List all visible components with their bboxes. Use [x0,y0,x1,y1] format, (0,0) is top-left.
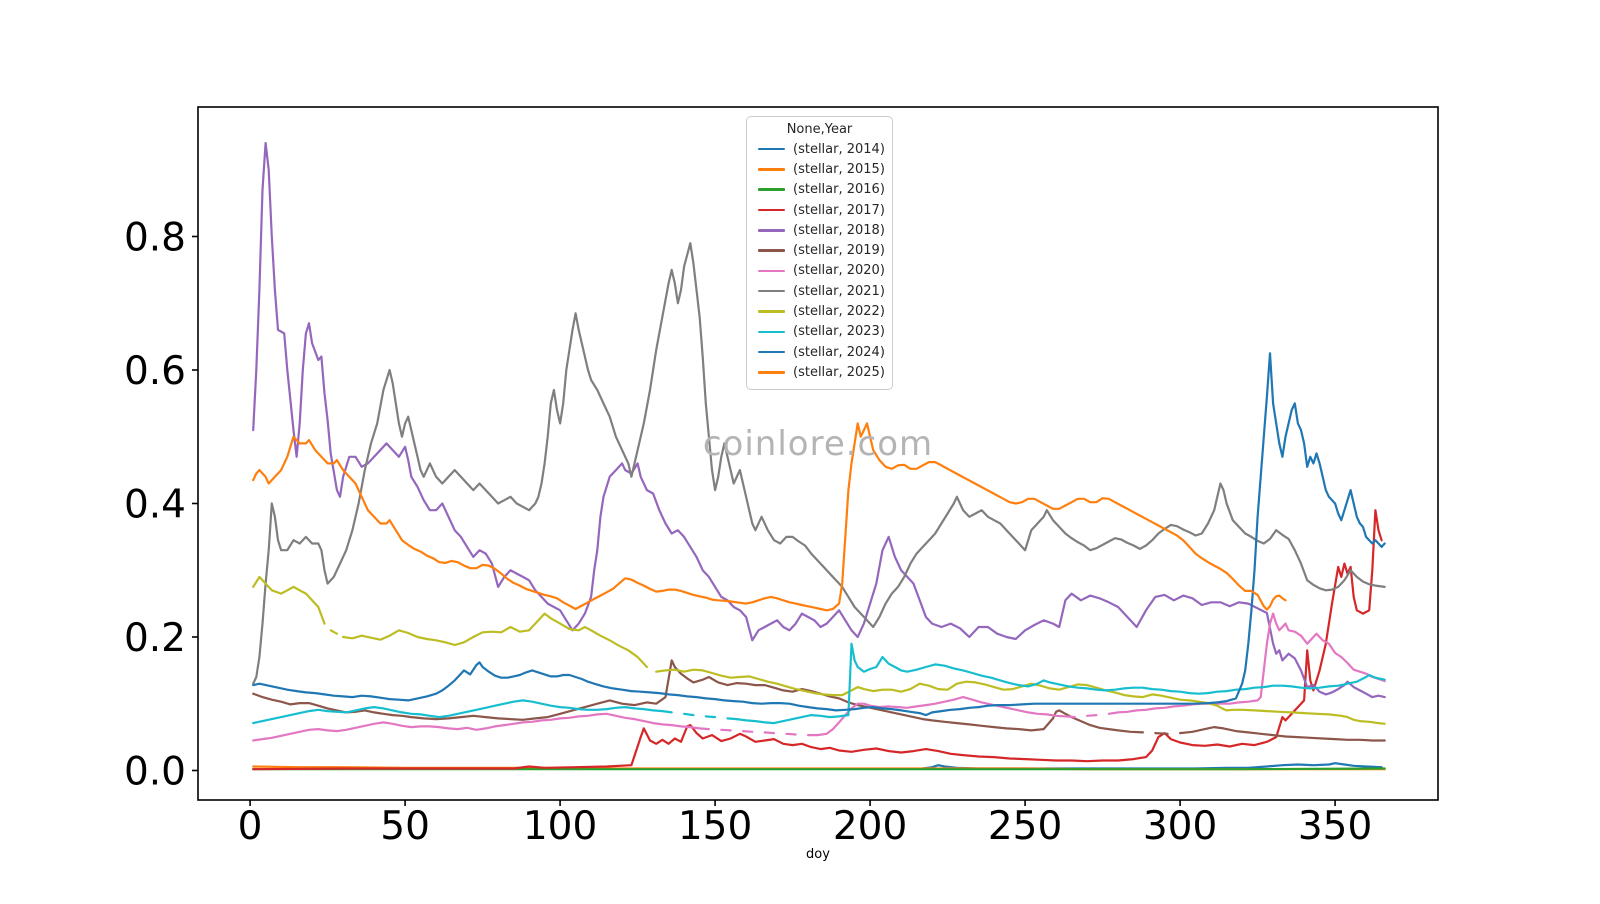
series-line-stellar-2023 [252,699,673,725]
legend-item-stellar-2022: (stellar, 2022) [753,301,886,321]
legend-label: (stellar, 2019) [793,243,885,259]
legend: None,Year (stellar, 2014) (stellar, 2015)… [746,116,893,390]
x-tick-label: 350 [1298,804,1372,849]
legend-line-swatch [758,350,785,354]
legend-items: (stellar, 2014) (stellar, 2015) (stellar, … [753,139,886,383]
series-line-stellar-2020 [1085,713,1098,717]
legend-title: None,Year [786,122,853,137]
legend-item-stellar-2017: (stellar, 2017) [753,200,886,220]
x-tick-label: 250 [988,804,1062,849]
legend-item-stellar-2020: (stellar, 2020) [753,261,886,281]
series-line-stellar-2020 [806,695,1076,737]
series-line-stellar-2022 [342,612,649,669]
legend-line-swatch [758,371,785,374]
series-line-stellar-2025 [252,422,1287,612]
x-tick-label: 150 [678,804,752,849]
series-line-stellar-2022 [329,629,338,635]
x-axis-label: doy [806,847,830,862]
series-line-stellar-2017 [252,509,1383,771]
legend-item-stellar-2025: (stellar, 2025) [753,362,886,382]
watermark: coinlore.com [702,424,934,464]
legend-label: (stellar, 2021) [793,283,885,299]
legend-line-swatch [758,269,785,273]
y-tick-label: 0.4 [124,482,186,527]
legend-line-swatch [758,330,785,334]
series-line-stellar-2020 [763,731,776,735]
series-line-stellar-2023 [682,712,695,717]
series-line-stellar-2019 [1178,725,1386,742]
legend-label: (stellar, 2014) [793,141,885,157]
legend-item-stellar-2021: (stellar, 2021) [753,281,886,301]
legend-item-stellar-2014: (stellar, 2014) [753,139,886,159]
y-tick-label: 0.6 [124,349,186,394]
legend-line-swatch [758,249,785,252]
legend-line-swatch [758,229,785,232]
legend-line-swatch [758,289,785,293]
legend-line-swatch [758,188,785,191]
legend-label: (stellar, 2018) [793,222,885,238]
series-line-stellar-2019 [1154,731,1169,735]
series-line-stellar-2020 [741,729,754,733]
legend-item-stellar-2016: (stellar, 2016) [753,180,886,200]
legend-label: (stellar, 2017) [793,202,885,218]
legend-label: (stellar, 2015) [793,161,885,177]
plot-border [197,106,1439,801]
series-line-stellar-2022 [252,575,326,625]
y-tick-label: 0.2 [124,616,186,661]
series-line-stellar-2022 [655,668,1386,725]
legend-label: (stellar, 2025) [793,364,885,380]
x-tick-label: 0 [238,804,263,849]
legend-line-swatch [758,168,785,171]
x-tick-label: 50 [380,804,430,849]
legend-label: (stellar, 2023) [793,324,885,340]
legend-item-stellar-2023: (stellar, 2023) [753,322,886,342]
series-line-stellar-2019 [252,659,1145,734]
legend-label: (stellar, 2020) [793,263,885,279]
series-line-stellar-2020 [720,728,732,732]
legend-line-swatch [758,208,785,212]
series-line-stellar-2024 [252,352,1386,717]
legend-item-stellar-2024: (stellar, 2024) [753,342,886,362]
x-tick-label: 300 [1143,804,1217,849]
legend-line-swatch [758,147,785,151]
legend-label: (stellar, 2024) [793,344,885,360]
series-line-stellar-2023 [726,642,1386,725]
legend-item-stellar-2018: (stellar, 2018) [753,220,886,240]
legend-label: (stellar, 2016) [793,182,885,198]
y-tick-label: 0.0 [124,749,186,794]
legend-line-swatch [758,310,785,313]
x-tick-label: 200 [833,804,907,849]
y-tick-label: 0.8 [124,215,186,260]
series-line-stellar-2020 [1107,612,1386,715]
series-line-stellar-2023 [704,715,717,719]
legend-label: (stellar, 2022) [793,304,885,320]
legend-item-stellar-2019: (stellar, 2019) [753,240,886,260]
legend-item-stellar-2015: (stellar, 2015) [753,159,886,179]
x-tick-label: 100 [523,804,597,849]
series-line-stellar-2020 [785,732,797,736]
series-line-stellar-2020 [252,712,711,742]
